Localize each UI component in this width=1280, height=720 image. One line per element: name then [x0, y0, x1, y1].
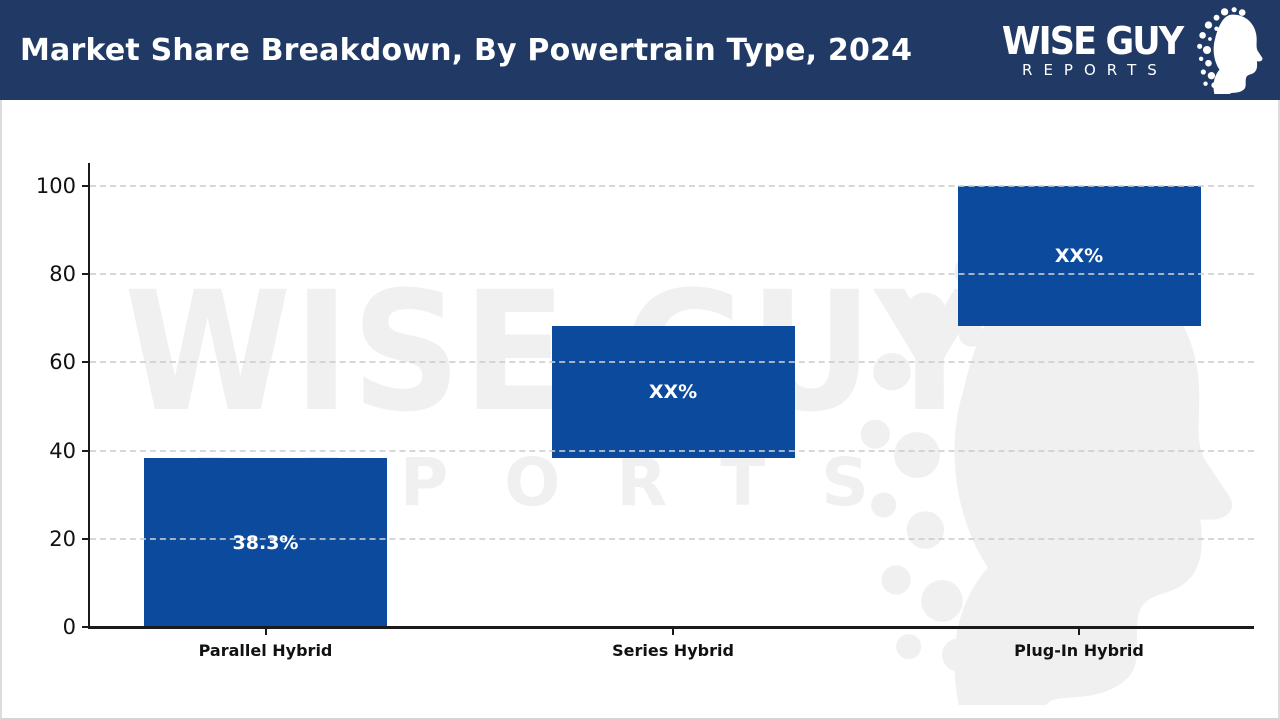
y-tick-label: 0: [62, 615, 76, 639]
waterfall-chart-plot: 38.3% XX% XX% 0 20 40 60 80 100 Parallel Hybrid Se…: [2, 100, 1278, 718]
brand-logo: WISE GUY REPORTS: [994, 6, 1266, 94]
x-axis-line: [88, 626, 1254, 629]
brand-wordmark: WISE GUY: [1001, 19, 1184, 63]
y-tick-label: 80: [49, 262, 76, 287]
gridline-20: [90, 537, 1254, 540]
x-tick-mark: [672, 627, 674, 635]
y-tick-mark: [82, 626, 90, 628]
gridline-40: [90, 449, 1254, 452]
x-tick-label: Plug-In Hybrid: [1014, 641, 1144, 660]
x-tick-label: Parallel Hybrid: [198, 641, 333, 660]
brand-logo-text: WISE GUY REPORTS: [994, 22, 1190, 78]
page-title: Market Share Breakdown, By Powertrain Ty…: [20, 32, 913, 68]
header-band: Market Share Breakdown, By Powertrain Ty…: [0, 0, 1280, 100]
bar-value-label: XX%: [648, 380, 698, 403]
y-tick-mark: [82, 361, 90, 364]
gridline-80: [90, 273, 1254, 276]
y-tick-mark: [82, 449, 90, 452]
gridline-60: [90, 361, 1254, 364]
bar-value-label: XX%: [1054, 244, 1104, 267]
bar-value-label: 38.3%: [232, 531, 299, 554]
y-tick-label: 40: [49, 438, 76, 463]
y-tick-mark: [82, 537, 90, 540]
y-axis-line: [88, 163, 90, 627]
bar-parallel-hybrid: [144, 458, 387, 627]
chart-canvas: WISE GUY REPORTS 38.3% XX% XX% 0 20 40 60 80 100…: [0, 100, 1280, 720]
y-tick-label: 100: [35, 174, 76, 198]
x-tick-mark: [1078, 627, 1080, 635]
y-tick-mark: [82, 273, 90, 276]
bar-series-hybrid: [551, 325, 795, 459]
y-tick-label: 60: [49, 350, 76, 375]
brand-subtitle: REPORTS: [1022, 61, 1168, 79]
gridline-100: [90, 185, 1254, 187]
x-tick-mark: [264, 627, 267, 635]
y-tick-label: 20: [49, 526, 76, 551]
y-tick-mark: [82, 185, 90, 187]
face-profile-dots-icon: [1197, 7, 1263, 94]
bar-plug-in-hybrid: [957, 186, 1201, 326]
x-tick-label: Series Hybrid: [612, 641, 734, 660]
